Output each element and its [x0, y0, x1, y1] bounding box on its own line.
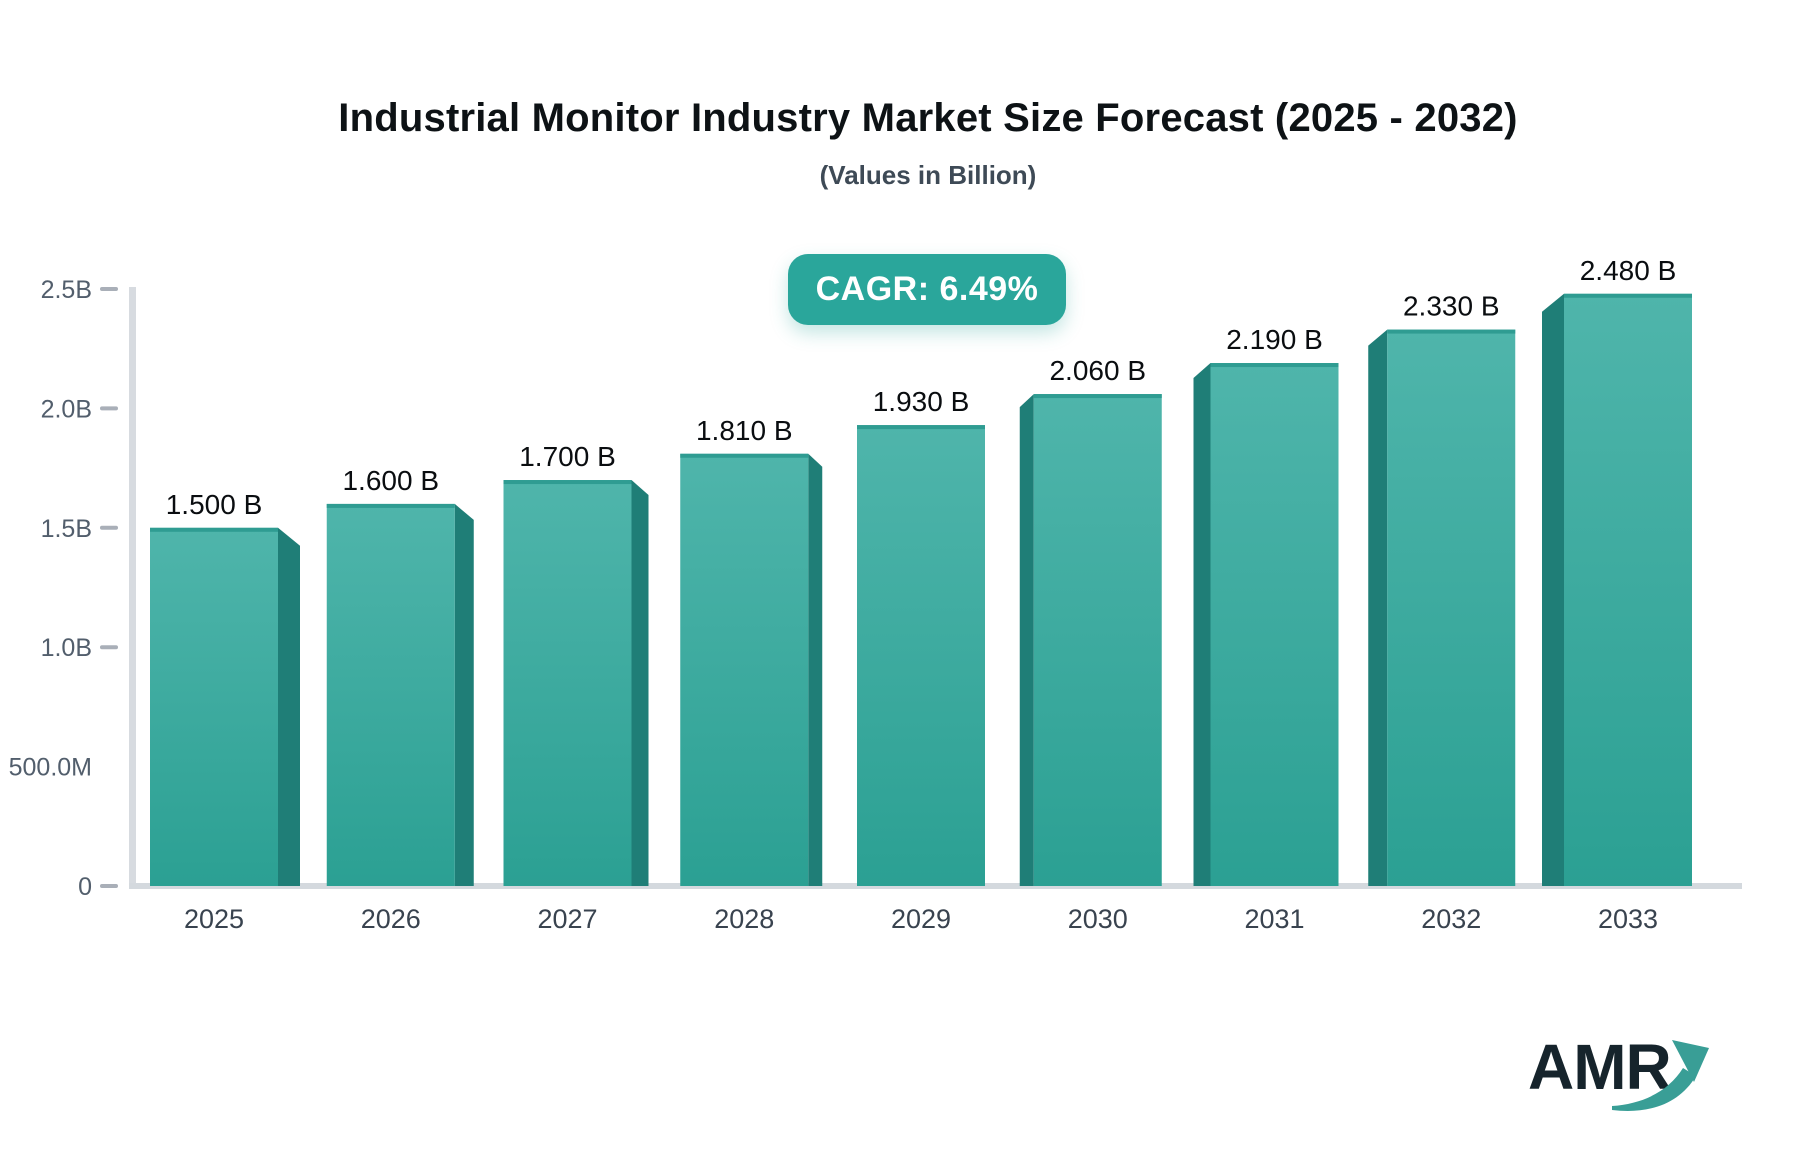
y-tick-dash [100, 525, 118, 530]
bar-2027 [503, 480, 632, 886]
bar-side-2030 [1019, 394, 1034, 886]
y-tick-dash [100, 884, 118, 888]
chart-subtitle: (Values in Billion) [819, 160, 1037, 190]
bar-top-edge-2028 [680, 453, 809, 458]
bar-value-label: 1.500 B [166, 489, 263, 520]
bar-top-edge-2029 [857, 425, 985, 430]
bar-top-edge-2033 [1564, 293, 1692, 298]
x-tick-label: 2033 [1598, 904, 1658, 934]
bar-top-edge-2032 [1387, 329, 1516, 334]
cagr-badge-label: CAGR: 6.49% [815, 270, 1039, 308]
bar-top-edge-2027 [503, 480, 632, 485]
y-tick-label: 0 [78, 873, 92, 901]
y-tick-label: 2.5B [41, 276, 92, 304]
bar-side-2028 [808, 453, 823, 886]
y-tick-label: 2.0B [41, 395, 92, 423]
bar-side-2026 [454, 503, 474, 886]
bar-top-edge-2030 [1033, 394, 1162, 399]
x-tick-label: 2029 [891, 904, 951, 934]
bar-2032 [1387, 329, 1516, 886]
bar-top-edge-2025 [150, 527, 278, 532]
x-tick-label: 2027 [537, 904, 597, 934]
bar-2030 [1033, 394, 1162, 886]
y-axis-line [129, 287, 136, 889]
amr-logo: AMR [1520, 1022, 1740, 1132]
y-tick-dash [100, 406, 118, 411]
x-tick-label: 2032 [1421, 904, 1481, 934]
bar-2031 [1210, 363, 1339, 886]
y-tick-label: 500.0M [9, 754, 92, 782]
y-tick-label: 1.0B [41, 634, 92, 662]
bar-side-2027 [631, 480, 649, 886]
amr-logo-text: AMR [1528, 1031, 1672, 1103]
bar-side-2032 [1368, 329, 1388, 886]
y-tick-dash [100, 645, 118, 650]
bar-value-label: 2.060 B [1049, 355, 1146, 386]
bar-side-2033 [1542, 293, 1564, 886]
bar-value-label: 2.480 B [1580, 255, 1677, 286]
bar-2028 [680, 453, 809, 886]
bar-side-2025 [278, 527, 300, 886]
bar-value-label: 1.930 B [873, 386, 970, 417]
x-tick-label: 2026 [361, 904, 421, 934]
growth-arrow-icon [1612, 1040, 1709, 1111]
bar-2025 [150, 527, 278, 886]
bar-value-label: 1.810 B [696, 415, 793, 446]
bar-2026 [326, 503, 455, 886]
bar-top-edge-2026 [326, 503, 455, 508]
bar-value-label: 1.700 B [519, 441, 616, 472]
bar-2029 [857, 425, 985, 886]
y-tick-dash [100, 287, 118, 291]
y-tick-label: 1.5B [41, 515, 92, 543]
bar-top-edge-2031 [1210, 363, 1339, 368]
bar-value-label: 1.600 B [342, 465, 439, 496]
x-tick-label: 2030 [1068, 904, 1128, 934]
bar-value-label: 2.190 B [1226, 324, 1323, 355]
x-tick-label: 2031 [1244, 904, 1304, 934]
bar-value-label: 2.330 B [1403, 291, 1500, 322]
chart-title: Industrial Monitor Industry Market Size … [338, 96, 1518, 140]
bar-side-2031 [1193, 363, 1211, 886]
x-tick-label: 2025 [184, 904, 244, 934]
cagr-badge: CAGR: 6.49% [788, 254, 1066, 325]
bar-2033 [1564, 293, 1692, 886]
x-tick-label: 2028 [714, 904, 774, 934]
